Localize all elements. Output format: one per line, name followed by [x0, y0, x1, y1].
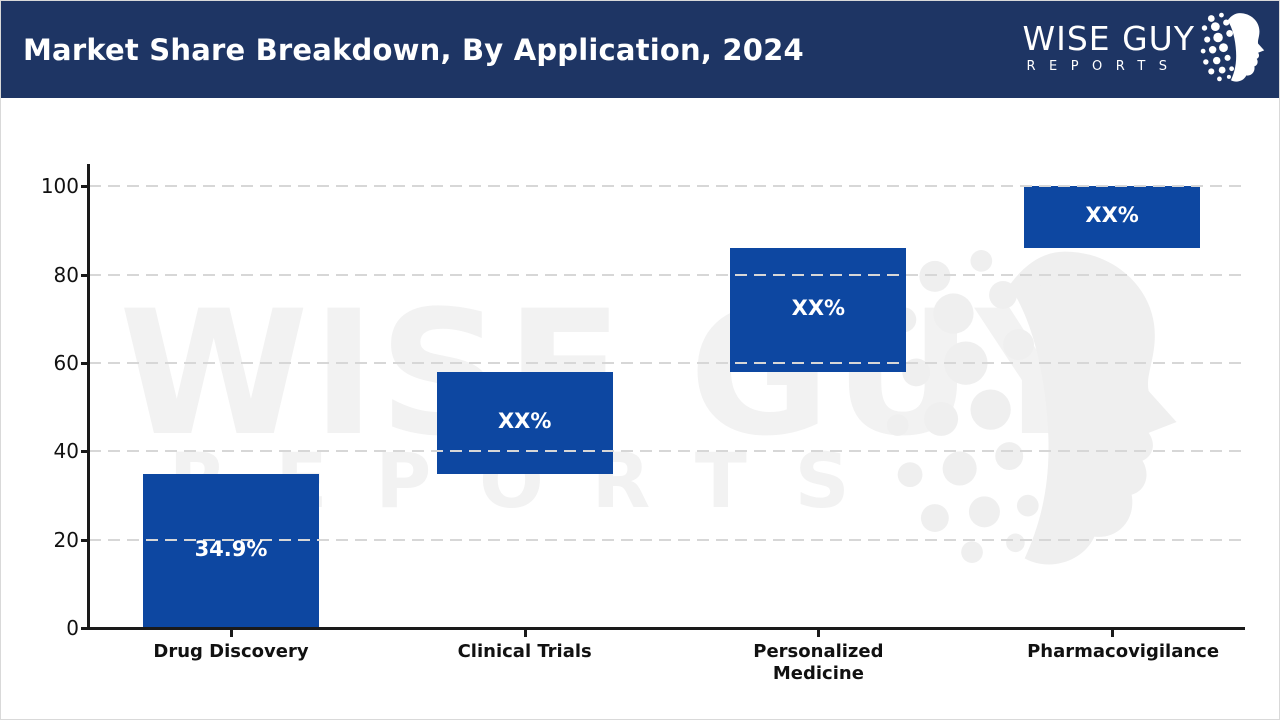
header-bar: Market Share Breakdown, By Application, …: [1, 1, 1279, 98]
y-tick-20: [81, 538, 89, 542]
bar-value-label-personalized-medicine: XX%: [791, 295, 846, 320]
bar-value-label-drug-discovery: 34.9%: [194, 536, 268, 561]
y-tick-label-80: 80: [53, 262, 79, 287]
logo-text: WISE GUY REPORTS: [1022, 22, 1195, 73]
y-tick-60: [81, 361, 89, 365]
y-tick-label-40: 40: [53, 439, 79, 464]
y-tick-label-100: 100: [40, 174, 79, 199]
x-tick-label-clinical-trials: Clinical Trials: [457, 641, 592, 662]
gridline-100: [89, 185, 1245, 188]
logo-face-icon: [1200, 12, 1265, 82]
x-tick-clinical-trials: [523, 630, 527, 637]
y-tick-label-60: 60: [53, 350, 79, 375]
x-tick-drug-discovery: [230, 630, 233, 637]
gridline-80: [89, 273, 1245, 276]
page-title: Market Share Breakdown, By Application, …: [23, 32, 804, 67]
x-tick-pharmacovigilance: [1111, 630, 1115, 637]
logo-tagline: REPORTS: [1026, 58, 1181, 74]
bar-value-label-clinical-trials: XX%: [497, 408, 552, 433]
x-tick-personalized-medicine: [817, 630, 821, 637]
y-tick-0: [81, 627, 89, 630]
gridline-20: [89, 538, 1245, 541]
bar-drug-discovery: [143, 473, 319, 628]
watermark-face-icon: [886, 250, 1177, 565]
y-tick-80: [81, 273, 89, 277]
gridline-60: [89, 361, 1245, 364]
x-tick-label-pharmacovigilance: Pharmacovigilance: [1027, 641, 1220, 662]
y-tick-label-0: 0: [66, 616, 79, 640]
logo-name: WISE GUY: [1022, 18, 1195, 58]
bar-pharmacovigilance: [1024, 186, 1201, 249]
wise-guy-reports-logo: WISE GUY REPORTS: [1022, 9, 1267, 85]
bar-personalized-medicine: [730, 248, 907, 372]
x-tick-label-drug-discovery: Drug Discovery: [153, 641, 309, 662]
y-tick-40: [81, 450, 89, 454]
bar-value-label-pharmacovigilance: XX%: [1085, 203, 1139, 228]
gridline-40: [89, 450, 1245, 453]
bar-clinical-trials: [436, 371, 613, 474]
x-axis-spine: [87, 627, 1245, 630]
y-axis-spine: [87, 164, 90, 630]
y-tick-100: [81, 185, 89, 189]
y-tick-label-20: 20: [53, 527, 79, 552]
x-tick-label-personalized-medicine: Personalized Medicine: [753, 641, 884, 684]
